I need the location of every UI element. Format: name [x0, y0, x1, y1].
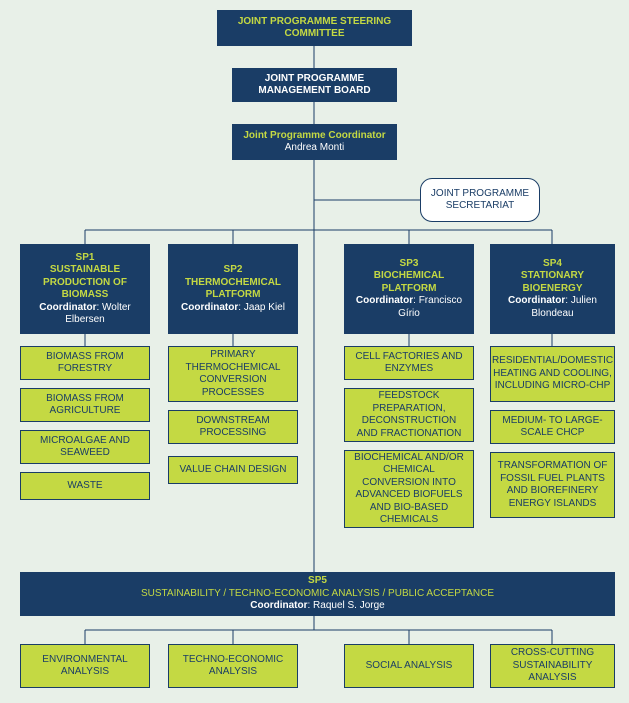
sp1-header: SP1 SUSTAINABLE PRODUCTION OF BIOMASS Co…: [20, 244, 150, 334]
sp4-title: STATIONARY BIOENERGY: [497, 270, 608, 295]
coord-name: Andrea Monti: [285, 142, 344, 155]
sp4-item: MEDIUM- TO LARGE-SCALE CHCP: [490, 410, 615, 444]
sp1-item: BIOMASS FROM AGRICULTURE: [20, 388, 150, 422]
sp1-coord: Coordinator: Wolter Elbersen: [27, 302, 143, 327]
steering-committee: JOINT PROGRAMME STEERING COMMITTEE: [217, 10, 412, 46]
sp4-item: TRANSFORMATION OF FOSSIL FUEL PLANTS AND…: [490, 452, 615, 518]
sp4-coord: Coordinator: Julien Blondeau: [497, 295, 608, 320]
sp3-item: FEEDSTOCK PREPARATION, DECONSTRUCTION AN…: [344, 388, 474, 442]
sp2-item: VALUE CHAIN DESIGN: [168, 456, 298, 484]
sp3-item: BIOCHEMICAL AND/OR CHEMICAL CONVERSION I…: [344, 450, 474, 528]
sp2-title: THERMOCHEMICAL PLATFORM: [175, 277, 291, 302]
management-board: JOINT PROGRAMME MANAGEMENT BOARD: [232, 68, 397, 102]
board-label: JOINT PROGRAMME MANAGEMENT BOARD: [239, 73, 390, 98]
sp2-coord: Coordinator: Jaap Kiel: [181, 302, 285, 315]
programme-coordinator: Joint Programme Coordinator Andrea Monti: [232, 124, 397, 160]
secretariat: JOINT PROGRAMME SECRETARIAT: [420, 178, 540, 222]
sp1-item: MICROALGAE AND SEAWEED: [20, 430, 150, 464]
sp3-coord: Coordinator: Francisco Gírio: [351, 295, 467, 320]
sp5-item: CROSS-CUTTING SUSTAINABILITY ANALYSIS: [490, 644, 615, 688]
sp5-title: SUSTAINABILITY / TECHNO-ECONOMIC ANALYSI…: [141, 588, 494, 601]
secretariat-label: JOINT PROGRAMME SECRETARIAT: [427, 188, 533, 213]
sp1-item: WASTE: [20, 472, 150, 500]
sp4-header: SP4 STATIONARY BIOENERGY Coordinator: Ju…: [490, 244, 615, 334]
sp5-item: ENVIRONMENTAL ANALYSIS: [20, 644, 150, 688]
sp3-code: SP3: [400, 258, 419, 271]
sp1-item: BIOMASS FROM FORESTRY: [20, 346, 150, 380]
sp5-header: SP5 SUSTAINABILITY / TECHNO-ECONOMIC ANA…: [20, 572, 615, 616]
coord-role: Joint Programme Coordinator: [243, 130, 385, 143]
sp4-item: RESIDENTIAL/DOMESTIC HEATING AND COOLING…: [490, 346, 615, 402]
sp3-header: SP3 BIOCHEMICAL PLATFORM Coordinator: Fr…: [344, 244, 474, 334]
steering-label: JOINT PROGRAMME STEERING COMMITTEE: [224, 16, 405, 41]
sp2-code: SP2: [224, 264, 243, 277]
sp5-item: SOCIAL ANALYSIS: [344, 644, 474, 688]
sp3-item: CELL FACTORIES AND ENZYMES: [344, 346, 474, 380]
sp5-item: TECHNO-ECONOMIC ANALYSIS: [168, 644, 298, 688]
sp4-code: SP4: [543, 258, 562, 271]
sp2-item: DOWNSTREAM PROCESSING: [168, 410, 298, 444]
sp1-title: SUSTAINABLE PRODUCTION OF BIOMASS: [27, 264, 143, 302]
sp1-code: SP1: [76, 252, 95, 265]
sp2-item: PRIMARY THERMOCHEMICAL CONVERSION PROCES…: [168, 346, 298, 402]
sp5-code: SP5: [308, 575, 327, 588]
sp5-coord: Coordinator: Raquel S. Jorge: [250, 600, 385, 613]
sp3-title: BIOCHEMICAL PLATFORM: [351, 270, 467, 295]
sp2-header: SP2 THERMOCHEMICAL PLATFORM Coordinator:…: [168, 244, 298, 334]
